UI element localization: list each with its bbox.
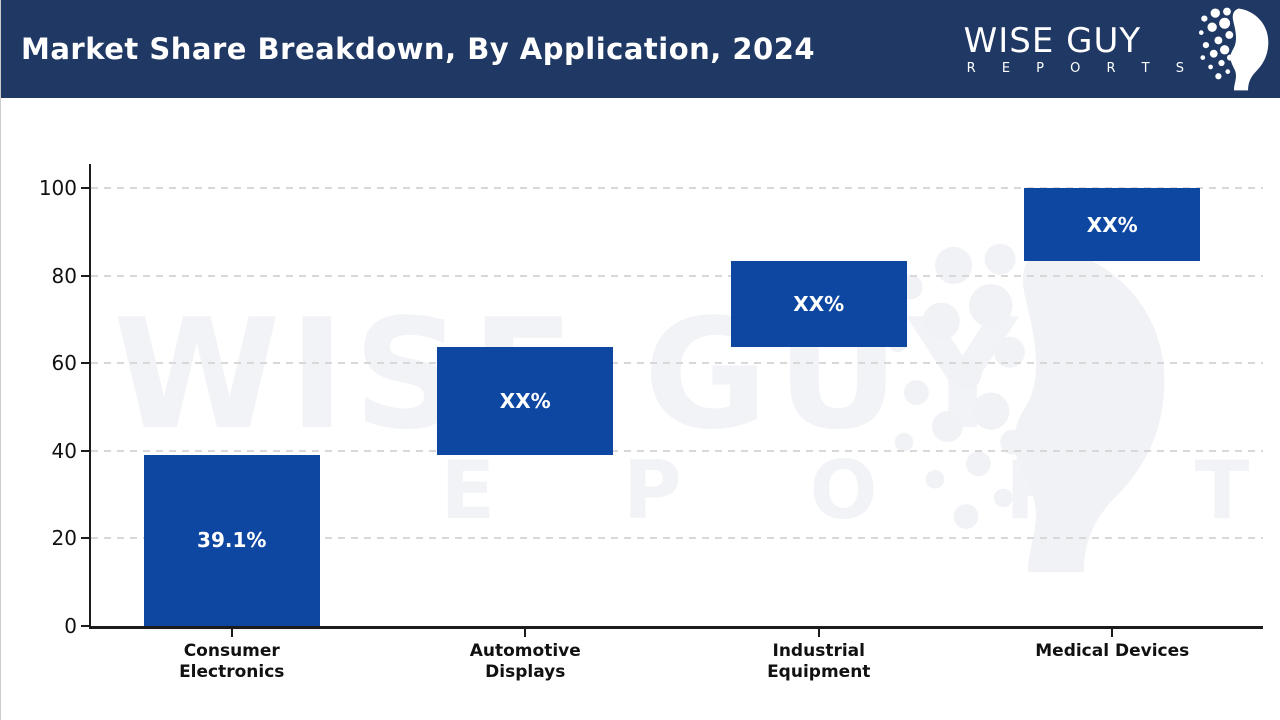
x-category-label-line: Consumer bbox=[183, 641, 280, 661]
y-tick-40 bbox=[81, 449, 89, 452]
bar-consumer-electronics bbox=[143, 454, 320, 626]
bar-automotive-displays bbox=[437, 347, 614, 455]
x-category-label-line: Medical Devices bbox=[1035, 641, 1190, 661]
y-axis-line bbox=[89, 164, 91, 629]
chart-area: WISE GUY R E P O R T S 02040608010039.1%… bbox=[1, 98, 1280, 720]
bar-value-label-medical-devices: XX% bbox=[1086, 212, 1138, 237]
x-tick-medical-devices bbox=[1111, 629, 1114, 637]
x-category-label-industrial-equipment: Industrial Equipment bbox=[767, 641, 870, 683]
y-tick-label-80: 80 bbox=[51, 263, 77, 288]
x-category-label-line: Automotive bbox=[469, 641, 581, 661]
page-title: Market Share Breakdown, By Application, … bbox=[21, 32, 816, 66]
gridline-80 bbox=[91, 274, 1263, 277]
x-category-label-line: Industrial bbox=[772, 641, 865, 661]
x-tick-consumer-electronics bbox=[230, 629, 233, 637]
bar-value-label-industrial-equipment: XX% bbox=[793, 292, 845, 317]
bar-industrial-equipment bbox=[730, 261, 907, 348]
gridline-40 bbox=[91, 449, 1263, 452]
head-profile-icon bbox=[1198, 7, 1269, 91]
logo-text: WISE GUY R E P O R T S bbox=[964, 24, 1195, 76]
y-tick-label-60: 60 bbox=[51, 351, 77, 376]
x-category-label-line: Equipment bbox=[767, 662, 871, 682]
x-tick-industrial-equipment bbox=[817, 629, 820, 637]
wise-guy-reports-logo: WISE GUY R E P O R T S bbox=[964, 0, 1273, 98]
y-tick-label-40: 40 bbox=[51, 438, 77, 463]
y-tick-0 bbox=[81, 625, 89, 627]
x-category-label-line: Electronics bbox=[179, 662, 285, 682]
gridline-20 bbox=[91, 537, 1263, 540]
x-category-label-medical-devices: Medical Devices bbox=[1035, 641, 1189, 662]
bar-medical-devices bbox=[1024, 188, 1201, 262]
x-category-label-automotive-displays: Automotive Displays bbox=[470, 641, 581, 683]
y-tick-label-20: 20 bbox=[51, 526, 77, 551]
logo-wordmark: WISE GUY bbox=[963, 21, 1142, 61]
x-axis-line bbox=[89, 626, 1263, 629]
gridline-60 bbox=[91, 362, 1263, 365]
gridline-100 bbox=[91, 187, 1263, 190]
y-tick-label-0: 0 bbox=[64, 614, 77, 638]
y-tick-100 bbox=[81, 187, 89, 190]
y-tick-60 bbox=[81, 362, 89, 365]
header-bar: Market Share Breakdown, By Application, … bbox=[1, 0, 1280, 98]
bar-value-label-consumer-electronics: 39.1% bbox=[197, 528, 267, 553]
y-tick-80 bbox=[81, 274, 89, 277]
x-category-label-consumer-electronics: Consumer Electronics bbox=[179, 641, 284, 683]
logo-subtitle: R E P O R T S bbox=[966, 61, 1195, 76]
bar-value-label-automotive-displays: XX% bbox=[499, 389, 551, 414]
y-tick-label-100: 100 bbox=[38, 176, 77, 201]
x-category-label-line: Displays bbox=[485, 662, 566, 682]
plot-area: 0 20 40 60 80 100 39.1% XX% XX% XX% Consumer Electr… bbox=[39, 164, 1263, 682]
y-tick-20 bbox=[81, 537, 89, 540]
x-tick-automotive-displays bbox=[524, 629, 527, 637]
